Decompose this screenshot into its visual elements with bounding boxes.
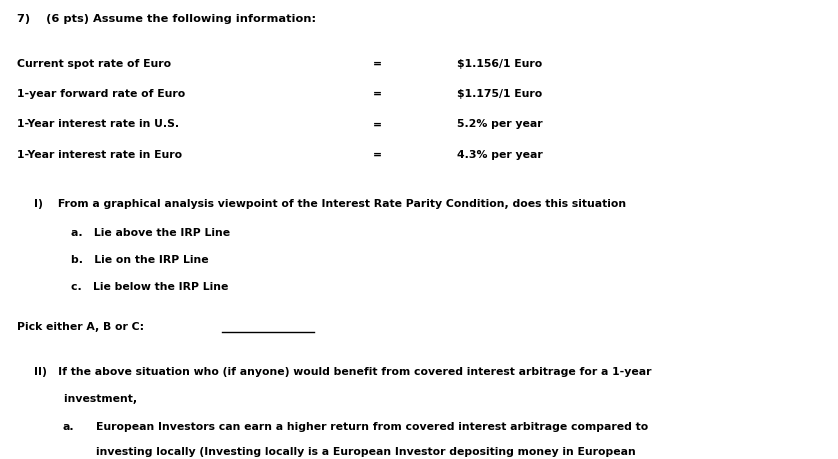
Text: 5.2% per year: 5.2% per year	[457, 119, 542, 129]
Text: Pick either A, B or C:: Pick either A, B or C:	[17, 322, 144, 332]
Text: Current spot rate of Euro: Current spot rate of Euro	[17, 58, 171, 68]
Text: c.   Lie below the IRP Line: c. Lie below the IRP Line	[71, 281, 229, 291]
Text: =: =	[373, 89, 382, 99]
Text: $1.156/1 Euro: $1.156/1 Euro	[457, 58, 542, 68]
Text: =: =	[373, 150, 382, 160]
Text: b.   Lie on the IRP Line: b. Lie on the IRP Line	[71, 254, 209, 264]
Text: investment,: investment,	[34, 393, 137, 403]
Text: 1-Year interest rate in Euro: 1-Year interest rate in Euro	[17, 150, 182, 160]
Text: 7)    (6 pts) Assume the following information:: 7) (6 pts) Assume the following informat…	[17, 14, 316, 24]
Text: 1-year forward rate of Euro: 1-year forward rate of Euro	[17, 89, 185, 99]
Text: =: =	[373, 58, 382, 68]
Text: I)    From a graphical analysis viewpoint of the Interest Rate Parity Condition,: I) From a graphical analysis viewpoint o…	[34, 198, 626, 208]
Text: 4.3% per year: 4.3% per year	[457, 150, 542, 160]
Text: 1-Year interest rate in U.S.: 1-Year interest rate in U.S.	[17, 119, 178, 129]
Text: investing locally (Investing locally is a European Investor depositing money in : investing locally (Investing locally is …	[96, 446, 636, 456]
Text: European Investors can earn a higher return from covered interest arbitrage comp: European Investors can earn a higher ret…	[96, 420, 649, 431]
Text: $1.175/1 Euro: $1.175/1 Euro	[457, 89, 542, 99]
Text: II)   If the above situation who (if anyone) would benefit from covered interest: II) If the above situation who (if anyon…	[34, 366, 651, 376]
Text: =: =	[373, 119, 382, 129]
Text: a.: a.	[63, 420, 75, 431]
Text: a.   Lie above the IRP Line: a. Lie above the IRP Line	[71, 227, 230, 237]
